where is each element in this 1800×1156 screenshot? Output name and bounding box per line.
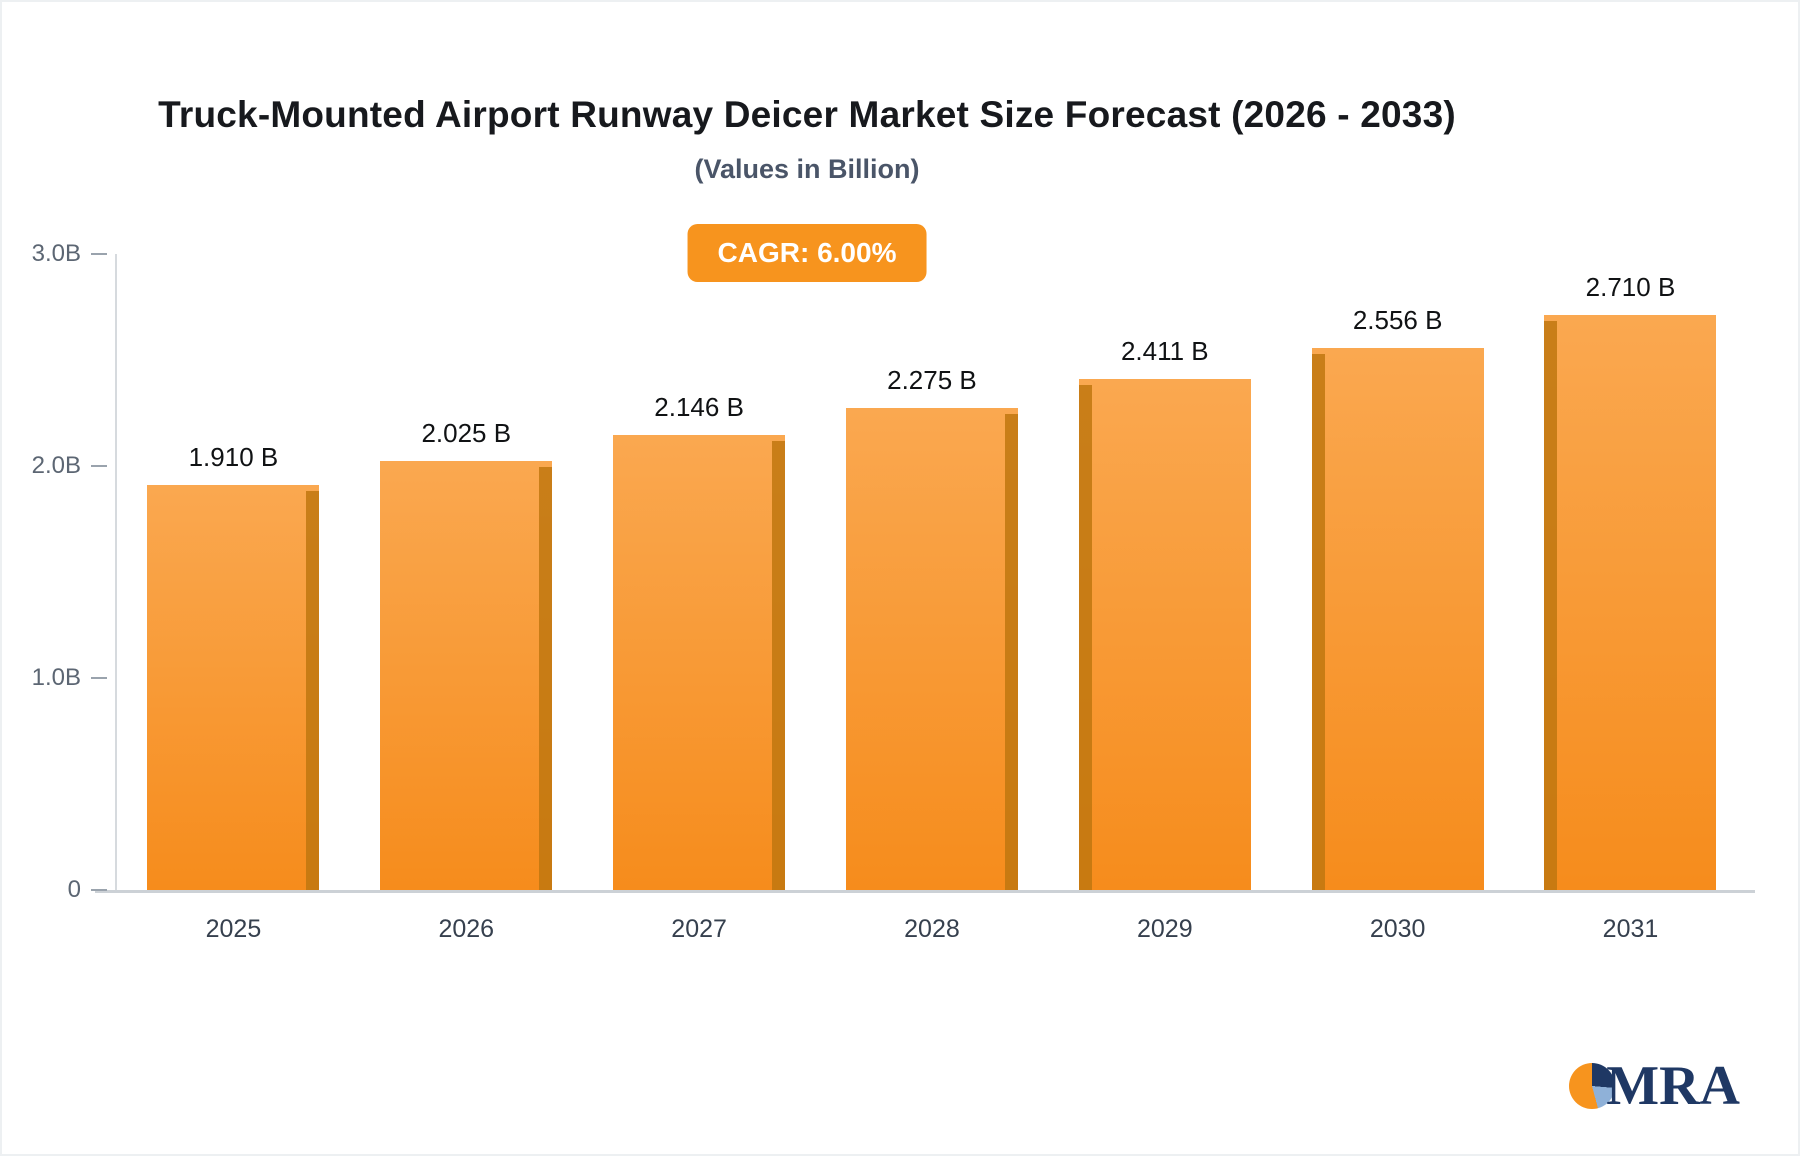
y-tick-label: 1.0B [31,664,81,691]
bar-value-label: 2.556 B [1352,305,1443,336]
bar-series: 1.910 B 2025 2.025 B 2026 2.146 B 2027 2.275 B… [117,254,1747,943]
x-axis-label: 2025 [205,915,262,943]
chart-header: Truck-Mounted Airport Runway Deicer Mark… [2,94,1612,185]
bar-2030 [1311,348,1484,890]
y-tick-mark [91,677,107,679]
bar-value-label: 2.025 B [421,417,512,448]
bar-3d-side [1078,384,1092,890]
x-axis-label: 2026 [438,915,495,943]
y-tick-mark [91,253,107,255]
bar-2026 [380,460,553,890]
bar-3d-side [1004,413,1018,890]
y-tick-label: 3.0B [31,240,81,267]
bar-value-label: 2.710 B [1585,272,1676,303]
plot-area: 0 1.0B 2.0B 3.0B 1.910 B 2025 2.025 B 2026 2.14… [32,242,1755,943]
bar-2027 [613,435,786,890]
cagr-badge: CAGR: 6.00% [687,224,927,282]
brand-pie-icon [1569,1063,1616,1109]
bar-3d-side [772,441,786,890]
brand-logo: MRA [1569,1058,1740,1114]
bar-3d-side [1544,321,1558,890]
x-axis-label: 2027 [671,915,727,943]
chart-title: Truck-Mounted Airport Runway Deicer Mark… [158,94,1456,135]
brand-logo-text: MRA [1606,1055,1740,1117]
bar-value-label: 2.146 B [654,392,744,423]
bar-3d-side [1311,354,1325,890]
x-axis-label: 2028 [904,915,960,943]
x-axis-line [95,890,1755,893]
bar-2025 [147,485,320,890]
bar-group-2029: 2.411 B 2029 [1057,254,1273,943]
bar-3d-side [539,466,553,890]
y-tick-label: 0 [67,876,81,903]
bar-group-2031: 2.710 B 2031 [1522,254,1738,943]
y-tick-label: 2.0B [31,452,81,479]
bar-value-label: 1.910 B [188,442,279,473]
bar-group-2028: 2.275 B 2028 [824,254,1040,943]
x-axis-label: 2029 [1136,915,1193,943]
chart-subtitle: (Values in Billion) [694,154,920,184]
y-tick-mark [91,465,107,467]
bar-2029 [1078,378,1251,890]
x-axis-label: 2031 [1602,915,1659,943]
bar-value-label: 2.411 B [1120,335,1209,366]
x-axis-label: 2030 [1369,915,1426,943]
bar-value-label: 2.275 B [887,364,977,395]
bar-group-2026: 2.025 B 2026 [358,254,574,943]
bar-group-2030: 2.556 B 2030 [1290,254,1506,943]
bar-3d-side [306,491,320,890]
y-tick-mark [91,889,107,891]
bar-2028 [845,407,1018,890]
bar-2031 [1544,315,1717,890]
bar-group-2027: 2.146 B 2027 [591,254,807,943]
bar-group-2025: 1.910 B 2025 [125,254,341,943]
